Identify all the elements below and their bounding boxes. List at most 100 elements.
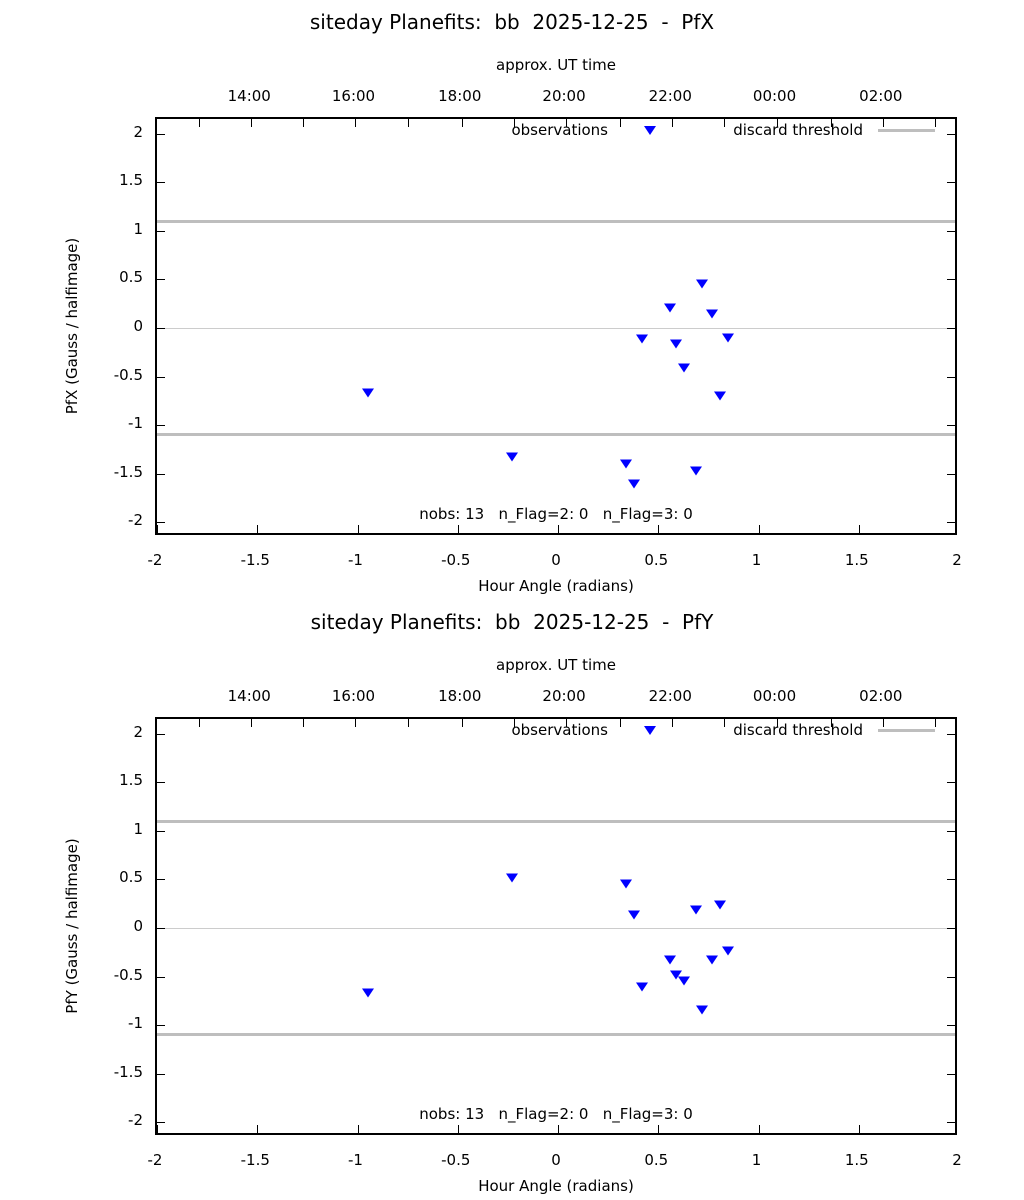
y-tick-mirror — [947, 928, 955, 929]
y-tick-mirror — [947, 473, 955, 475]
ut-tick — [620, 119, 622, 127]
legend-observations-label: observations — [511, 721, 608, 739]
x-tick — [858, 1125, 860, 1133]
zero-gridline — [157, 928, 955, 929]
x-tick — [357, 525, 359, 533]
ut-tick — [461, 719, 463, 727]
ut-tick — [407, 119, 409, 127]
y-tick-label: 1 — [133, 819, 143, 838]
threshold-line-sample — [878, 129, 935, 132]
top-axis-title: approx. UT time — [496, 56, 616, 74]
y-tick-label: -2 — [128, 1111, 143, 1130]
observation-point — [505, 452, 518, 462]
top-axis-title: approx. UT time — [496, 656, 616, 674]
ut-tick — [355, 119, 357, 127]
x-tick-label: 0 — [551, 1151, 561, 1169]
x-tick — [658, 1125, 660, 1133]
y-tick-label: 1 — [133, 219, 143, 238]
x-tick — [357, 1125, 359, 1133]
page-title: siteday Planefits: bb 2025-12-25 - PfY — [310, 610, 714, 634]
ut-tick — [724, 119, 726, 127]
y-tick — [157, 473, 165, 475]
y-tick-label: -1.5 — [113, 1062, 143, 1081]
ut-tick — [882, 119, 884, 127]
y-tick-mirror — [947, 279, 955, 281]
y-tick — [157, 376, 165, 378]
y-tick — [157, 425, 165, 427]
observation-point — [361, 388, 374, 398]
x-tick-label: 1 — [751, 551, 762, 569]
y-tick — [157, 133, 165, 135]
observation-point — [628, 479, 641, 489]
observation-point — [628, 910, 641, 920]
ut-tick-label: 00:00 — [752, 687, 797, 705]
ut-tick-label: 18:00 — [438, 687, 482, 705]
x-tick — [758, 525, 760, 533]
ut-tick-label: 20:00 — [542, 687, 586, 705]
y-tick-label: 2 — [133, 122, 143, 141]
ut-tick-label: 00:00 — [752, 87, 797, 105]
ut-tick-label: 02:00 — [859, 687, 903, 705]
observation-point — [505, 873, 518, 883]
y-tick-label: -1 — [128, 1014, 143, 1033]
x-tick — [558, 1125, 559, 1133]
y-tick-label: 1.5 — [119, 171, 143, 190]
legend-threshold-label: discard threshold — [733, 721, 863, 739]
y-tick-mirror — [947, 830, 955, 832]
observation-point — [722, 333, 735, 343]
ut-tick — [776, 119, 778, 127]
y-tick-mirror — [947, 328, 955, 329]
y-tick — [157, 1073, 165, 1075]
y-tick — [157, 328, 165, 329]
y-tick — [157, 522, 165, 524]
ut-tick-label: 16:00 — [331, 87, 376, 105]
threshold-line-sample — [878, 729, 935, 732]
zero-gridline — [157, 328, 955, 329]
y-tick-label: 0 — [133, 317, 143, 335]
legend-observations-label: observations — [511, 121, 608, 139]
ut-tick — [513, 119, 515, 127]
y-tick — [157, 830, 165, 832]
ut-tick — [620, 719, 622, 727]
ut-tick — [566, 119, 568, 127]
observation-point — [664, 303, 677, 313]
plot-area: observations discard threshold nobs: 13 … — [155, 117, 957, 535]
y-tick — [157, 1122, 165, 1124]
y-tick-label: 0 — [133, 917, 143, 935]
y-tick-mirror — [947, 230, 955, 232]
y-axis-title: PfX (Gauss / halfimage) — [63, 237, 81, 415]
x-tick — [157, 1125, 158, 1133]
ut-tick — [566, 719, 568, 727]
y-tick-mirror — [947, 1073, 955, 1075]
legend-threshold-label: discard threshold — [733, 121, 863, 139]
ut-tick-label: 14:00 — [227, 687, 271, 705]
observation-marker-icon — [644, 126, 656, 135]
y-tick-mirror — [947, 879, 955, 881]
observation-point — [636, 334, 649, 344]
x-tick-label: -0.5 — [441, 1151, 471, 1169]
nobs-annotation: nobs: 13 n_Flag=2: 0 n_Flag=3: 0 — [419, 1105, 693, 1123]
page-title: siteday Planefits: bb 2025-12-25 - PfX — [309, 10, 715, 34]
pfy-chart: siteday Planefits: bb 2025-12-25 - PfY a… — [0, 600, 1024, 1200]
observation-point — [664, 955, 677, 965]
pfx-chart: siteday Planefits: bb 2025-12-25 - PfX a… — [63, 10, 962, 595]
y-tick — [157, 182, 165, 184]
y-tick-label: -1 — [128, 414, 143, 433]
ut-tick-label: 22:00 — [648, 687, 692, 705]
y-tick-label: 0.5 — [119, 868, 143, 887]
x-tick-label: -2 — [147, 1151, 163, 1169]
ut-tick — [672, 119, 674, 127]
x-tick — [658, 525, 660, 533]
x-tick — [558, 525, 559, 533]
y-tick-mirror — [947, 425, 955, 427]
ut-tick — [882, 719, 884, 727]
y-tick-mirror — [947, 133, 955, 135]
y-tick — [157, 733, 165, 735]
ut-tick — [724, 719, 726, 727]
observation-point — [696, 1005, 709, 1015]
ut-tick — [355, 719, 357, 727]
y-tick — [157, 976, 165, 978]
x-tick — [758, 1125, 760, 1133]
ut-tick-label: 22:00 — [648, 87, 692, 105]
y-tick-label: -0.5 — [113, 365, 143, 384]
